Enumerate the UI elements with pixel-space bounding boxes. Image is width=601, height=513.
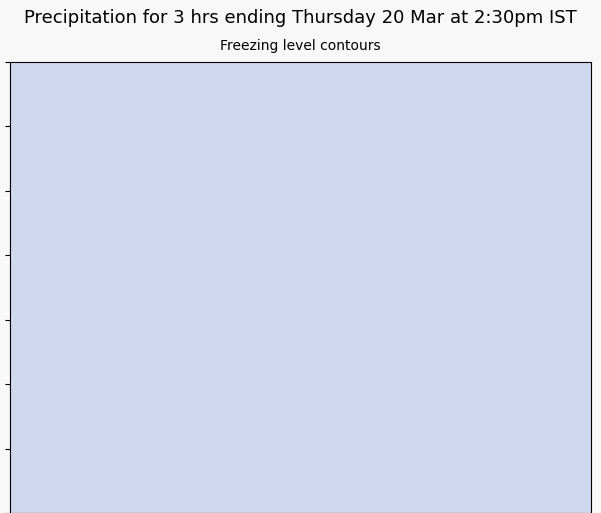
- Text: Freezing level contours: Freezing level contours: [220, 39, 381, 53]
- Text: Precipitation for 3 hrs ending Thursday 20 Mar at 2:30pm IST: Precipitation for 3 hrs ending Thursday …: [24, 9, 577, 28]
